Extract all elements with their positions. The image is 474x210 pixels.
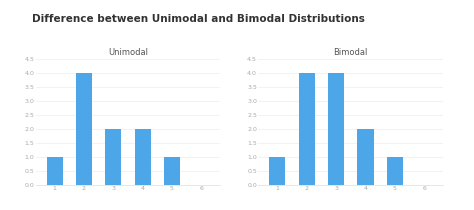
- Bar: [357, 129, 374, 185]
- Bar: [387, 157, 403, 185]
- Bar: [328, 73, 344, 185]
- Bar: [105, 129, 121, 185]
- Bar: [164, 157, 180, 185]
- Title: Unimodal: Unimodal: [108, 48, 148, 57]
- Bar: [299, 73, 315, 185]
- Title: Bimodal: Bimodal: [334, 48, 368, 57]
- Text: Difference between Unimodal and Bimodal Distributions: Difference between Unimodal and Bimodal …: [32, 14, 365, 24]
- Bar: [135, 129, 151, 185]
- FancyBboxPatch shape: [8, 24, 12, 35]
- Bar: [76, 73, 92, 185]
- Bar: [46, 157, 63, 185]
- FancyBboxPatch shape: [14, 11, 18, 35]
- Bar: [269, 157, 285, 185]
- FancyBboxPatch shape: [20, 17, 24, 35]
